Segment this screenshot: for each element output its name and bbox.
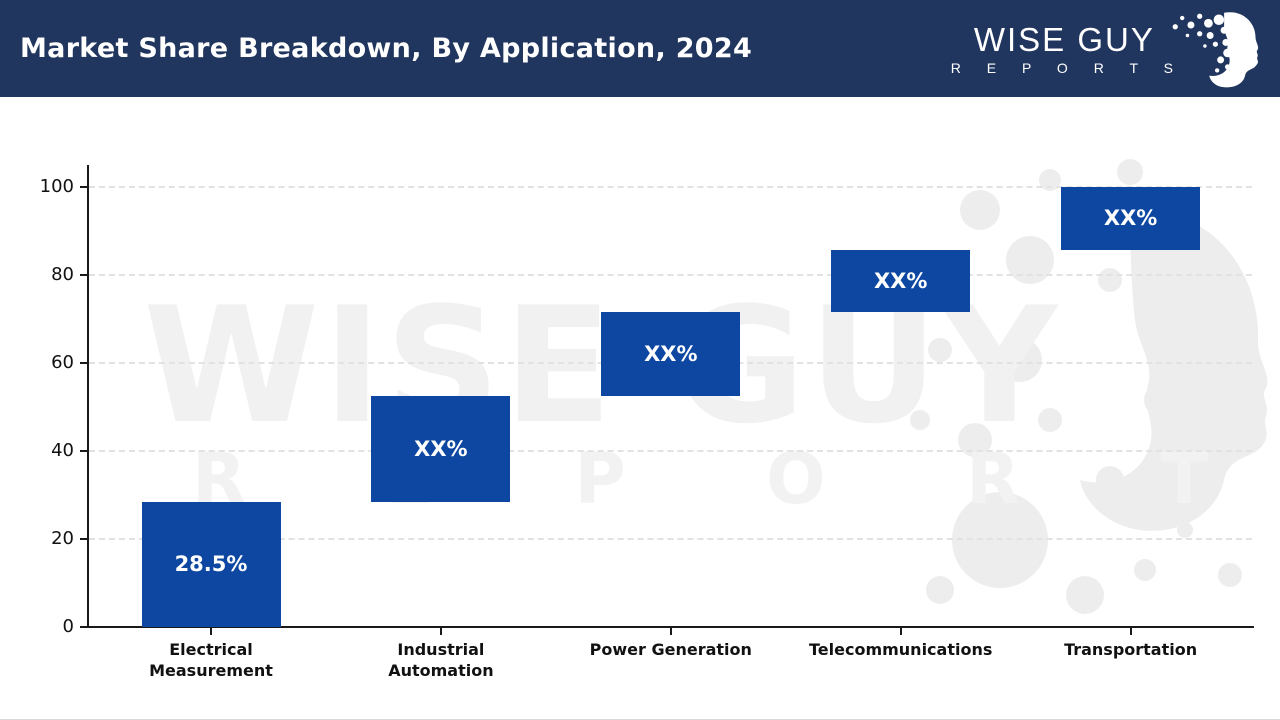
y-tick-label-0: 0 (62, 616, 74, 637)
y-tick-label-20: 20 (51, 528, 74, 549)
gridline-20 (89, 538, 1252, 540)
gridline-40 (89, 450, 1252, 452)
page-title: Market Share Breakdown, By Application, … (20, 33, 753, 64)
x-tick-mark-4 (1129, 628, 1132, 635)
bar-value-label: XX% (873, 269, 928, 294)
y-axis-line (87, 165, 89, 628)
bar-value-label: XX% (644, 342, 698, 367)
bar-0: 28.5% (141, 501, 281, 627)
header-bar: Market Share Breakdown, By Application, … (0, 0, 1280, 97)
brand-logo-text: WISE GUY R E P O R T S (945, 20, 1184, 76)
y-tick-label-60: 60 (51, 352, 74, 373)
bar-value-label: 28.5% (174, 552, 248, 577)
y-tick-label-40: 40 (51, 440, 74, 461)
category-label-line: Measurement (149, 661, 273, 680)
x-tick-mark-1 (439, 628, 442, 635)
brand-subname: R E P O R T S (950, 59, 1184, 76)
y-tick-label-100: 100 (39, 176, 74, 197)
y-tick-mark-100 (80, 186, 87, 188)
y-tick-mark-20 (80, 538, 87, 540)
y-tick-mark-80 (80, 274, 87, 276)
bar-value-label: XX% (1103, 206, 1158, 231)
category-label-line: Industrial (397, 640, 485, 659)
bar-1: XX% (371, 396, 511, 502)
y-tick-mark-0 (80, 626, 87, 628)
category-label-3: Telecommunications (781, 639, 1021, 660)
category-label-4: Transportation (1011, 639, 1251, 660)
category-label-line: Telecommunications (808, 640, 993, 659)
brand-logo: WISE GUY R E P O R T S (945, 6, 1266, 92)
category-label-line: Transportation (1064, 640, 1198, 659)
category-label-0: Electrical Measurement (91, 639, 331, 681)
gridline-100 (89, 186, 1252, 188)
bar-2: XX% (601, 312, 741, 396)
bar-3: XX% (831, 249, 971, 313)
x-tick-mark-2 (669, 628, 672, 635)
category-label-line: Electrical (169, 640, 253, 659)
brand-name: WISE GUY (973, 20, 1155, 58)
bar-4: XX% (1061, 187, 1201, 250)
bar-value-label: XX% (414, 436, 468, 461)
watermark-subtext: R E P O R T S (192, 438, 1280, 520)
category-label-line: Automation (388, 661, 494, 680)
y-tick-mark-60 (80, 362, 87, 364)
face-dots-logo-icon (1172, 12, 1259, 88)
category-label-2: Power Generation (551, 639, 791, 660)
x-axis-line (87, 626, 1254, 628)
gridline-80 (89, 274, 1252, 276)
x-tick-mark-0 (210, 628, 212, 635)
x-tick-mark-3 (899, 628, 902, 635)
category-label-line: Power Generation (589, 640, 752, 659)
category-label-1: Industrial Automation (321, 639, 561, 681)
y-tick-mark-40 (80, 450, 87, 452)
y-tick-label-80: 80 (51, 264, 74, 285)
